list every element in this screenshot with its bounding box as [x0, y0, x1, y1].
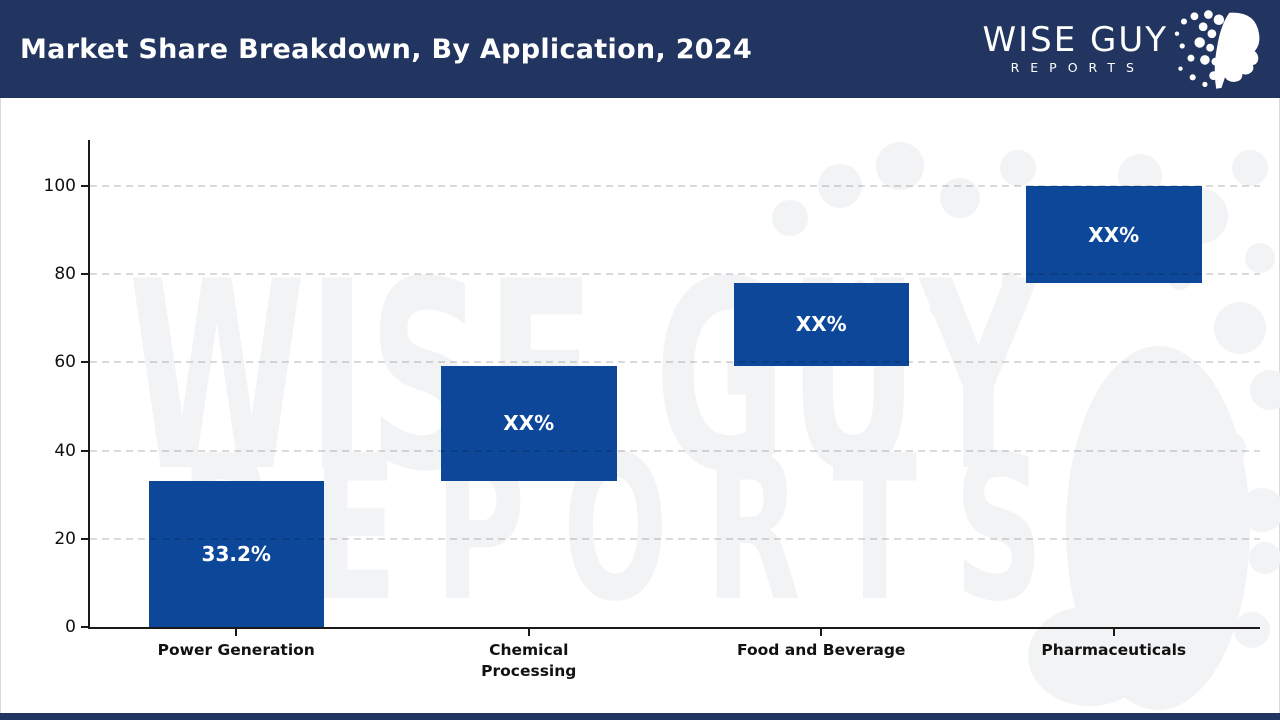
bar-food-and-beverage: XX%: [733, 283, 909, 366]
y-axis-label: 20: [54, 528, 76, 549]
logo-wordmark: WISE GUY: [982, 20, 1168, 61]
x-axis-tick: [235, 629, 238, 636]
y-axis-tick: [81, 273, 88, 276]
bar-value-label: XX%: [795, 312, 847, 337]
y-axis-label: 40: [54, 440, 76, 461]
x-axis-label: Pharmaceuticals: [1041, 641, 1187, 659]
footer-bar: [0, 713, 1280, 720]
y-axis-tick: [81, 361, 88, 364]
chart-area: 0 20 40 60 80 100 33.2% Power Generation XX% Chem…: [0, 98, 1280, 713]
x-axis-tick: [1112, 629, 1115, 636]
y-axis-tick: [81, 626, 88, 628]
gridline-y60: [90, 361, 1260, 364]
y-axis-tick: [81, 537, 88, 540]
bar-pharmaceuticals: XX%: [1026, 186, 1202, 284]
y-axis-tick: [81, 185, 88, 187]
logo-head-icon: [1174, 10, 1260, 89]
x-axis-tick: [820, 629, 823, 636]
bar-chemical-processing: XX%: [441, 365, 617, 481]
bar-value-label: XX%: [503, 411, 555, 436]
page-title: Market Share Breakdown, By Application, …: [20, 33, 753, 65]
x-axis-label: Chemical Processing: [481, 641, 577, 680]
y-axis-tick: [81, 449, 88, 452]
logo: WISE GUY REPORTS: [982, 6, 1266, 92]
x-axis-label: Power Generation: [157, 641, 315, 659]
logo-subtitle: REPORTS: [1010, 60, 1145, 76]
logo-text: WISE GUY REPORTS: [982, 23, 1168, 75]
y-axis-label: 60: [54, 352, 76, 373]
y-axis-label: 0: [65, 617, 76, 637]
y-axis-label: 100: [43, 176, 76, 196]
x-axis-tick: [527, 629, 530, 636]
plot-area: 0 20 40 60 80 100 33.2% Power Generation XX% Chem…: [44, 140, 1260, 680]
bar-value-label: XX%: [1088, 222, 1140, 247]
header: Market Share Breakdown, By Application, …: [0, 0, 1280, 98]
bar-power-generation: 33.2%: [148, 480, 324, 627]
y-axis-label: 80: [54, 264, 76, 285]
x-axis-label: Food and Beverage: [737, 641, 906, 659]
bar-value-label: 33.2%: [201, 541, 271, 566]
gridline-y40: [90, 449, 1260, 452]
